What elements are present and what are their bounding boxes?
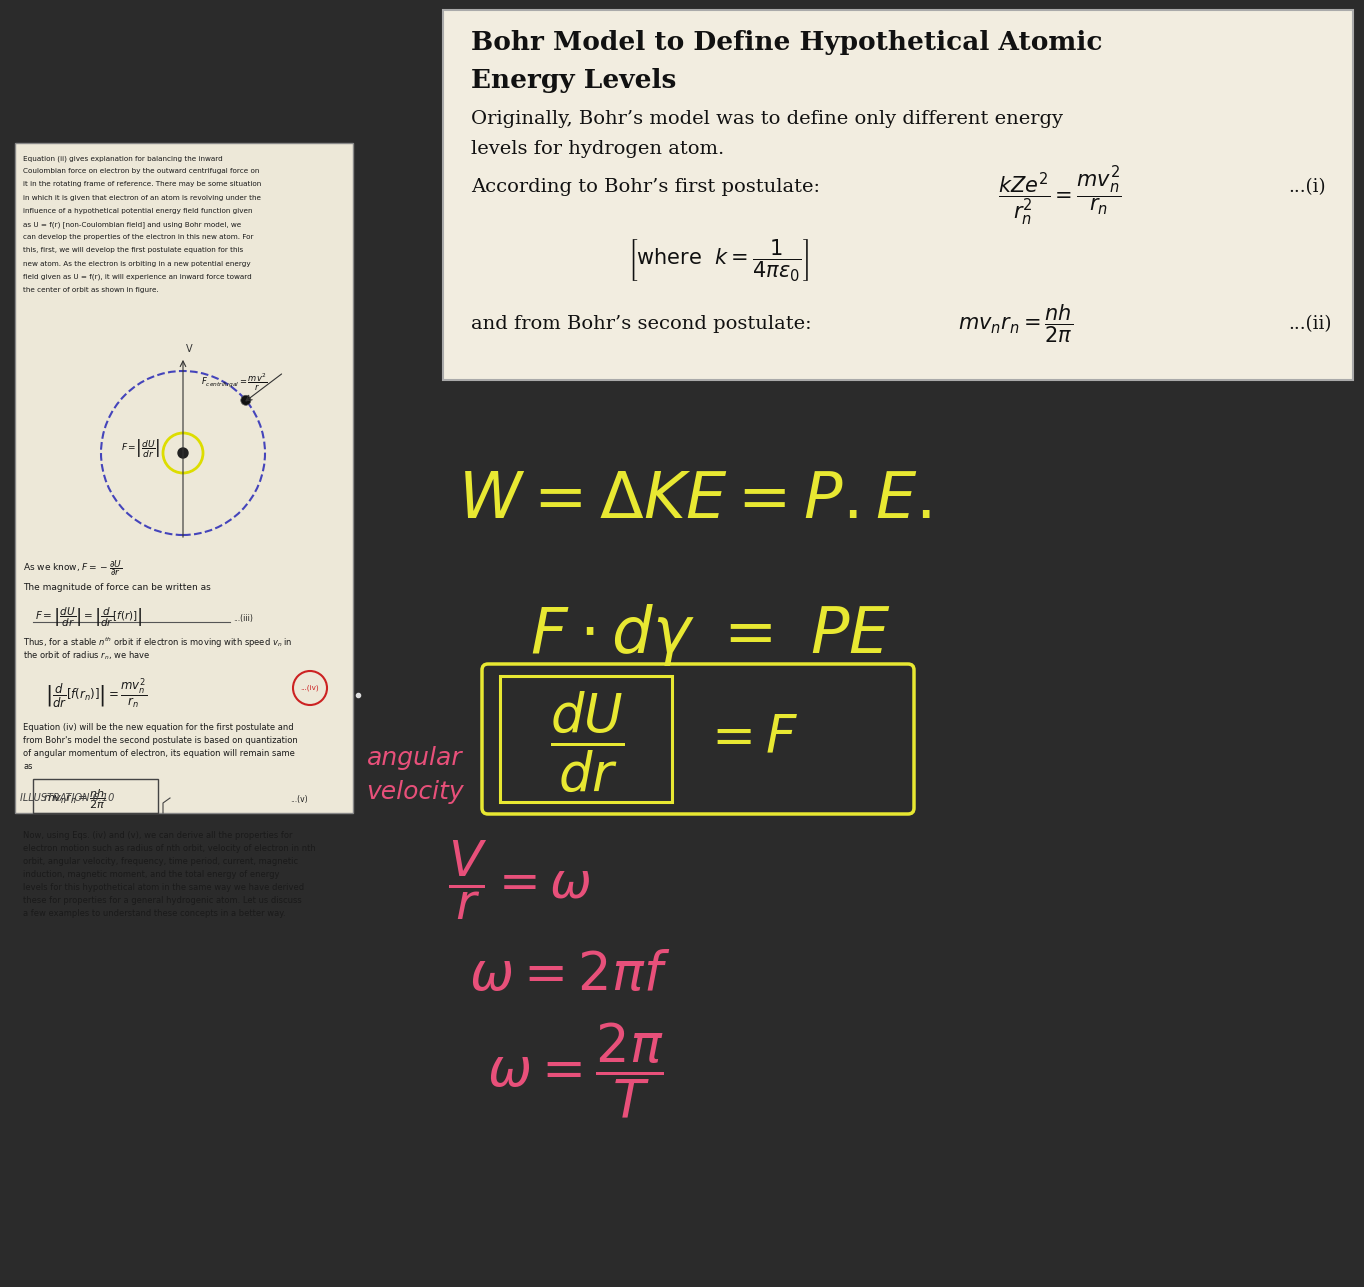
Text: $mv_n r_n = \dfrac{nh}{2\pi}$: $mv_n r_n = \dfrac{nh}{2\pi}$ bbox=[44, 788, 105, 812]
Text: The magnitude of force can be written as: The magnitude of force can be written as bbox=[23, 583, 211, 592]
Text: $\left[\mathrm{where}\ \ k = \dfrac{1}{4\pi\varepsilon_0}\right]$: $\left[\mathrm{where}\ \ k = \dfrac{1}{4… bbox=[627, 238, 809, 284]
Text: ILLUSTRATION 6.10: ILLUSTRATION 6.10 bbox=[20, 793, 115, 803]
Text: Energy Levels: Energy Levels bbox=[471, 68, 677, 93]
Text: this, first, we will develop the first postulate equation for this: this, first, we will develop the first p… bbox=[23, 247, 243, 254]
Text: Originally, Bohr’s model was to define only different energy: Originally, Bohr’s model was to define o… bbox=[471, 109, 1063, 127]
Text: orbit, angular velocity, frequency, time period, current, magnetic: orbit, angular velocity, frequency, time… bbox=[23, 857, 299, 866]
Text: According to Bohr’s first postulate:: According to Bohr’s first postulate: bbox=[471, 178, 820, 196]
Text: $\omega = 2\pi f$: $\omega = 2\pi f$ bbox=[469, 949, 671, 1001]
Bar bbox=[501, 676, 672, 802]
Text: new atom. As the electron is orbiting in a new potential energy: new atom. As the electron is orbiting in… bbox=[23, 260, 251, 266]
Text: ...(iii): ...(iii) bbox=[233, 614, 252, 623]
Circle shape bbox=[241, 395, 251, 405]
Circle shape bbox=[177, 448, 188, 458]
Text: Equation (ii) gives explanation for balancing the inward: Equation (ii) gives explanation for bala… bbox=[23, 154, 222, 161]
Text: $F \cdot d\gamma\ =\ PE$: $F \cdot d\gamma\ =\ PE$ bbox=[529, 602, 891, 668]
Text: influence of a hypothetical potential energy field function given: influence of a hypothetical potential en… bbox=[23, 207, 252, 214]
Text: Thus, for a stable $n^{th}$ orbit if electron is moving with speed $v_n$ in: Thus, for a stable $n^{th}$ orbit if ele… bbox=[23, 636, 293, 650]
Text: $\left|\dfrac{d}{dr}[f(r_n)]\right| = \dfrac{mv_n^2}{r_n}$: $\left|\dfrac{d}{dr}[f(r_n)]\right| = \d… bbox=[45, 676, 147, 710]
Text: V: V bbox=[186, 344, 192, 354]
Text: induction, magnetic moment, and the total energy of energy: induction, magnetic moment, and the tota… bbox=[23, 870, 280, 879]
Text: electron motion such as radius of nth orbit, velocity of electron in nth: electron motion such as radius of nth or… bbox=[23, 844, 315, 853]
Text: field given as U = f(r), it will experience an inward force toward: field given as U = f(r), it will experie… bbox=[23, 274, 252, 281]
Text: can develop the properties of the electron in this new atom. For: can develop the properties of the electr… bbox=[23, 234, 254, 241]
Text: $\dfrac{V}{r} = \omega$: $\dfrac{V}{r} = \omega$ bbox=[449, 838, 592, 921]
Text: as: as bbox=[23, 762, 33, 771]
Text: the center of orbit as shown in figure.: the center of orbit as shown in figure. bbox=[23, 287, 158, 293]
Text: $W = \Delta KE = P.E.$: $W = \Delta KE = P.E.$ bbox=[458, 468, 932, 532]
Text: it in the rotating frame of reference. There may be some situation: it in the rotating frame of reference. T… bbox=[23, 181, 262, 188]
FancyBboxPatch shape bbox=[443, 10, 1353, 380]
Text: $= F$: $= F$ bbox=[701, 712, 799, 764]
Text: Equation (iv) will be the new equation for the first postulate and: Equation (iv) will be the new equation f… bbox=[23, 723, 293, 732]
Text: ...(iv): ...(iv) bbox=[300, 685, 319, 691]
Text: in which it is given that electron of an atom is revolving under the: in which it is given that electron of an… bbox=[23, 194, 261, 201]
Text: from Bohr's model the second postulate is based on quantization: from Bohr's model the second postulate i… bbox=[23, 736, 297, 745]
Text: of angular momentum of electron, its equation will remain same: of angular momentum of electron, its equ… bbox=[23, 749, 295, 758]
Bar bbox=[33, 779, 158, 813]
Text: a few examples to understand these concepts in a better way.: a few examples to understand these conce… bbox=[23, 909, 285, 918]
Text: $mv_n r_n = \dfrac{nh}{2\pi}$: $mv_n r_n = \dfrac{nh}{2\pi}$ bbox=[958, 302, 1073, 345]
Text: angular
velocity: angular velocity bbox=[366, 746, 464, 804]
Text: $\dfrac{dU}{dr}$: $\dfrac{dU}{dr}$ bbox=[550, 690, 625, 794]
Text: Now, using Eqs. (iv) and (v), we can derive all the properties for: Now, using Eqs. (iv) and (v), we can der… bbox=[23, 831, 292, 840]
Text: $F = \left|\dfrac{dU}{dr}\right| = \left|\dfrac{d}{dr}[f(r)]\right|$: $F = \left|\dfrac{dU}{dr}\right| = \left… bbox=[35, 606, 142, 629]
Text: levels for hydrogen atom.: levels for hydrogen atom. bbox=[471, 140, 724, 158]
Text: Coulombian force on electron by the outward centrifugal force on: Coulombian force on electron by the outw… bbox=[23, 169, 259, 174]
Text: these for properties for a general hydrogenic atom. Let us discuss: these for properties for a general hydro… bbox=[23, 896, 301, 905]
Text: the orbit of radius $r_n$, we have: the orbit of radius $r_n$, we have bbox=[23, 650, 150, 663]
Text: $F_{centrifugal}=\dfrac{mv^2}{r}$: $F_{centrifugal}=\dfrac{mv^2}{r}$ bbox=[201, 372, 267, 393]
Text: as U = f(r) [non-Coulombian field] and using Bohr model, we: as U = f(r) [non-Coulombian field] and u… bbox=[23, 221, 241, 228]
Text: $\omega = \dfrac{2\pi}{T}$: $\omega = \dfrac{2\pi}{T}$ bbox=[487, 1021, 663, 1120]
Text: levels for this hypothetical atom in the same way we have derived: levels for this hypothetical atom in the… bbox=[23, 883, 304, 892]
Text: ...(v): ...(v) bbox=[291, 795, 308, 804]
FancyBboxPatch shape bbox=[15, 143, 353, 813]
Text: and from Bohr’s second postulate:: and from Bohr’s second postulate: bbox=[471, 315, 812, 333]
Text: $\dfrac{kZe^2}{r_n^2} = \dfrac{mv_n^2}{r_n}$: $\dfrac{kZe^2}{r_n^2} = \dfrac{mv_n^2}{r… bbox=[998, 165, 1123, 228]
Text: ...(i): ...(i) bbox=[1288, 178, 1326, 196]
Text: ...(ii): ...(ii) bbox=[1288, 315, 1331, 333]
Text: $F=\!\left|\dfrac{dU}{dr}\right|$: $F=\!\left|\dfrac{dU}{dr}\right|$ bbox=[121, 438, 161, 459]
Text: As we know, $F = -\dfrac{\partial U}{\partial r}$: As we know, $F = -\dfrac{\partial U}{\pa… bbox=[23, 559, 123, 578]
Text: Bohr Model to Define Hypothetical Atomic: Bohr Model to Define Hypothetical Atomic bbox=[471, 30, 1102, 55]
